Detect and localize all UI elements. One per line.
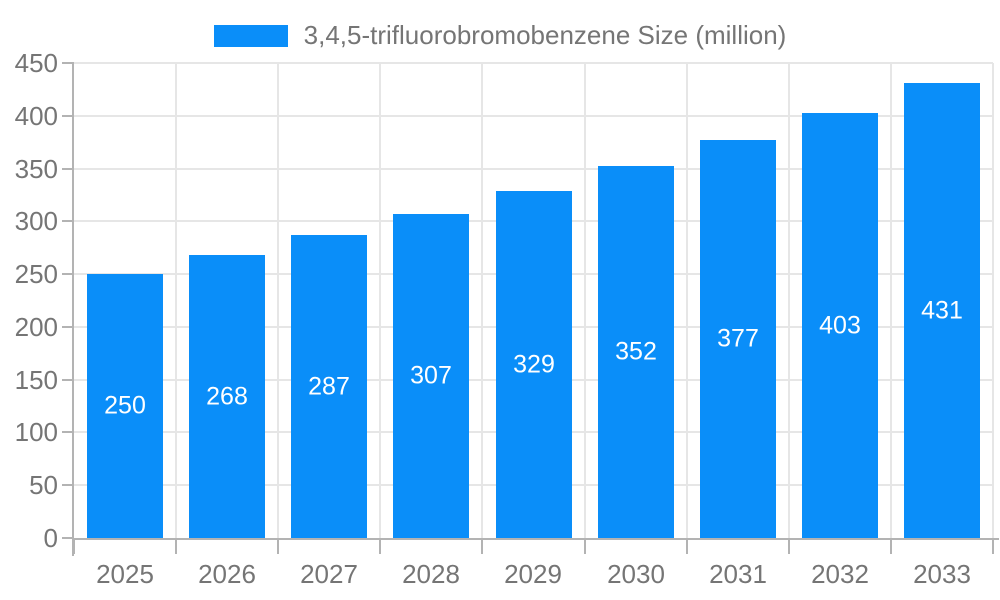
bar: 250 [87, 274, 163, 538]
y-axis-tick-label: 300 [14, 206, 58, 237]
y-axis-tick [62, 220, 74, 223]
bar: 403 [802, 113, 878, 538]
y-axis-tick-label: 0 [43, 523, 58, 553]
y-axis-tick [62, 431, 74, 434]
y-axis-tick [62, 378, 74, 381]
y-axis-tick [62, 325, 74, 328]
x-axis-tick [583, 540, 586, 554]
gridline-vertical [787, 63, 790, 538]
x-axis-tick-label: 2027 [300, 559, 358, 589]
y-axis-tick-label: 100 [14, 417, 58, 448]
x-axis-tick [787, 540, 790, 554]
gridline-vertical [481, 63, 484, 538]
y-axis-tick-label: 350 [14, 153, 58, 184]
y-axis-line [72, 63, 74, 556]
y-axis-tick [62, 273, 74, 276]
y-axis-tick-label: 50 [29, 470, 58, 501]
y-axis-tick-label: 150 [14, 364, 58, 395]
x-axis-tick [175, 540, 178, 554]
bar-value-label: 352 [615, 337, 657, 366]
bar: 268 [189, 255, 265, 538]
bar: 307 [393, 214, 469, 538]
x-axis-tick-label: 2032 [811, 559, 869, 589]
y-axis-tick [62, 484, 74, 487]
bar-value-label: 250 [104, 391, 146, 420]
x-axis-tick-label: 2033 [913, 559, 971, 589]
legend-label: 3,4,5-trifluorobromobenzene Size (millio… [303, 20, 787, 50]
bar: 329 [496, 191, 572, 538]
y-axis-tick [62, 62, 74, 64]
bar-value-label: 377 [717, 324, 759, 353]
y-axis-tick-label: 400 [14, 100, 58, 131]
y-axis-tick-label: 450 [14, 48, 58, 78]
y-axis-tick [62, 167, 74, 170]
y-axis-tick-label: 200 [14, 311, 58, 342]
bar-value-label: 431 [921, 296, 963, 324]
x-axis-tick [277, 540, 280, 554]
x-axis-tick-label: 2025 [96, 559, 154, 589]
y-axis-tick [62, 537, 74, 539]
bar: 352 [598, 166, 674, 538]
x-axis-tick [685, 540, 688, 554]
bar: 377 [700, 140, 776, 538]
gridline-horizontal [74, 167, 993, 170]
y-axis-tick [62, 114, 74, 117]
x-axis-tick-label: 2029 [504, 559, 562, 589]
legend-swatch-icon [213, 24, 288, 47]
gridline-horizontal [74, 114, 993, 117]
y-axis-tick-label: 250 [14, 259, 58, 290]
bar-value-label: 307 [410, 361, 452, 390]
x-axis-tick-label: 2031 [709, 559, 767, 589]
bar-value-label: 268 [206, 382, 248, 410]
bar-value-label: 287 [308, 372, 350, 400]
gridline-vertical [685, 63, 688, 538]
x-axis-tick [889, 540, 892, 554]
x-axis-tick [73, 540, 75, 554]
x-axis-tick-label: 2030 [607, 559, 665, 589]
gridline-vertical [379, 63, 382, 538]
gridline-vertical [992, 63, 994, 538]
bar: 431 [904, 83, 980, 538]
bar: 287 [291, 235, 367, 538]
chart-legend[interactable]: 3,4,5-trifluorobromobenzene Size (millio… [0, 20, 1000, 51]
gridline-vertical [889, 63, 892, 538]
x-axis-tick [481, 540, 484, 554]
gridline-vertical [175, 63, 178, 538]
gridline-vertical [583, 63, 586, 538]
x-axis-line [72, 538, 999, 540]
bar-value-label: 329 [513, 350, 555, 378]
x-axis-tick-label: 2026 [198, 559, 256, 589]
bar-value-label: 403 [819, 311, 861, 339]
gridline-vertical [277, 63, 280, 538]
x-axis-tick [379, 540, 382, 554]
x-axis-tick [992, 540, 994, 554]
gridline-horizontal [74, 62, 993, 64]
x-axis-tick-label: 2028 [402, 559, 460, 589]
